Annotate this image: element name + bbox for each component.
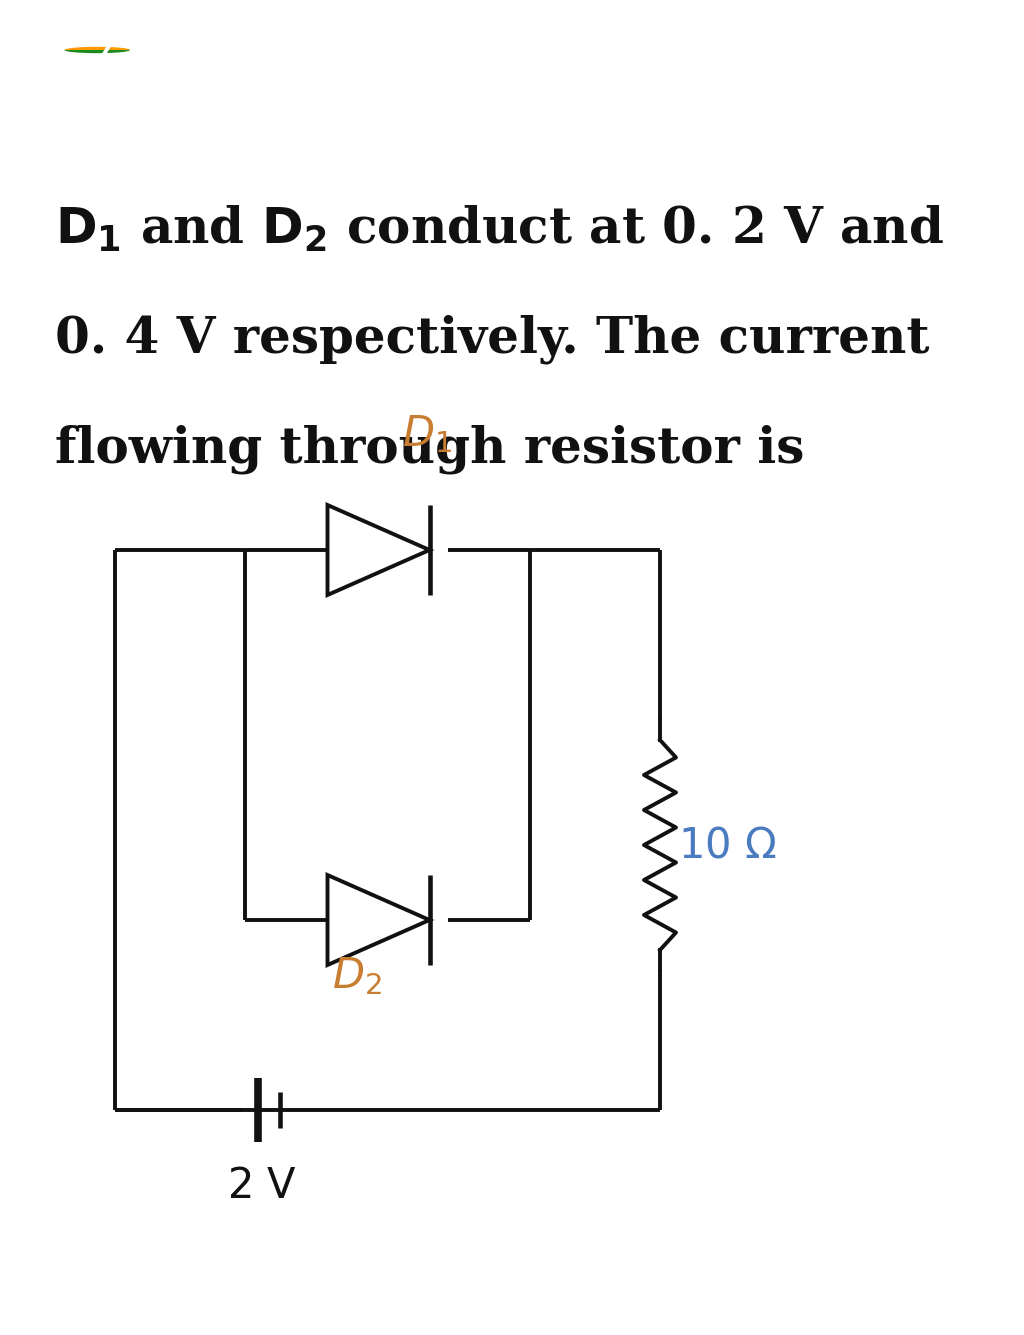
Text: $\mathit{D}_1$: $\mathit{D}_1$	[402, 413, 453, 455]
Text: TEST FEEDBACK: TEST FEEDBACK	[148, 37, 387, 63]
Wedge shape	[65, 49, 130, 53]
Text: flowing through resistor is: flowing through resistor is	[55, 425, 805, 474]
Text: $10\ \Omega$: $10\ \Omega$	[678, 824, 777, 866]
Wedge shape	[65, 47, 130, 49]
Text: 0. 4 V respectively. The current: 0. 4 V respectively. The current	[55, 315, 930, 364]
Text: $2\ \mathrm{V}$: $2\ \mathrm{V}$	[227, 1165, 297, 1207]
Text: $\mathbf{D_1}$ and $\mathbf{D_2}$ conduct at 0. 2 V and: $\mathbf{D_1}$ and $\mathbf{D_2}$ conduc…	[55, 206, 944, 255]
Text: $\mathit{D}_2$: $\mathit{D}_2$	[333, 955, 382, 997]
